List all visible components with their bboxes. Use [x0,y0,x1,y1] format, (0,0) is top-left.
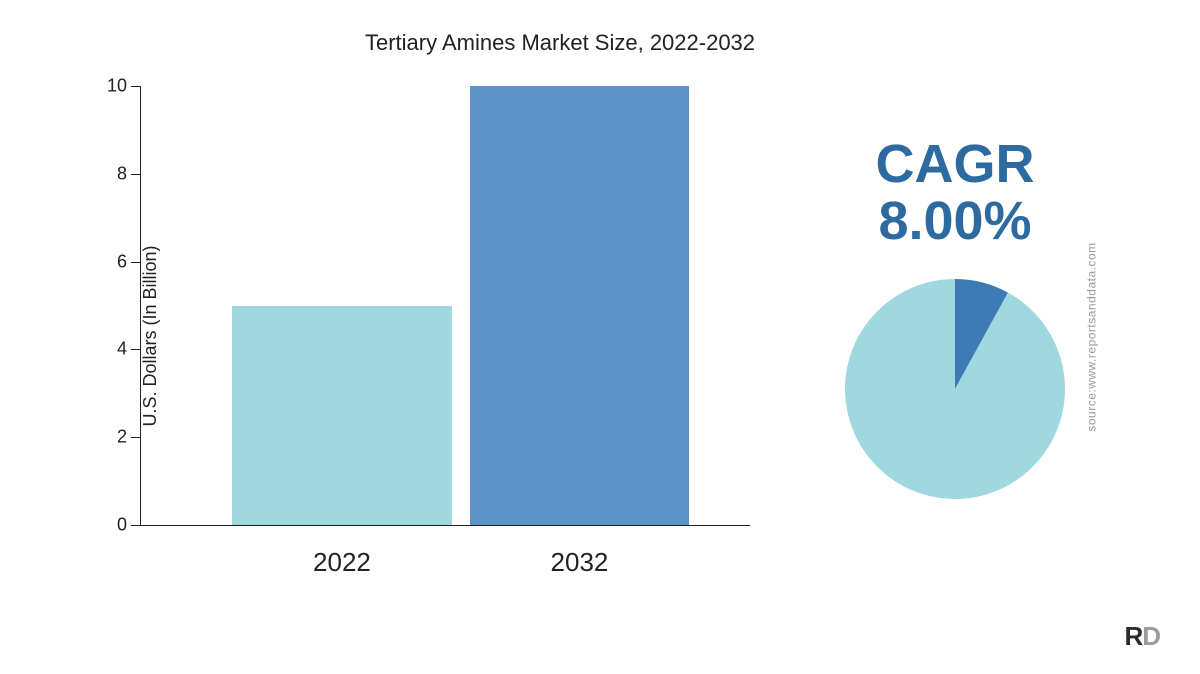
bar [470,86,689,525]
bar-chart-area: U.S. Dollars (In Billion) 02468102022203… [110,66,750,606]
y-tick-label: 2 [117,427,127,448]
cagr-label: CAGR [876,136,1035,193]
y-tick [131,174,141,175]
y-tick-label: 0 [117,515,127,536]
chart-title: Tertiary Amines Market Size, 2022-2032 [0,30,1160,56]
bar-chart-plot: 024681020222032 [140,86,750,526]
logo-r: R [1124,621,1142,651]
cagr-value: 8.00% [878,193,1031,250]
y-tick [131,349,141,350]
pie-slice [845,279,1065,499]
logo-d: D [1142,621,1160,651]
logo: RD [1124,621,1160,652]
y-tick [131,86,141,87]
y-tick [131,262,141,263]
pie-svg [845,279,1065,499]
x-tick-label: 2032 [551,547,609,578]
y-tick-label: 4 [117,339,127,360]
y-tick [131,525,141,526]
y-tick [131,437,141,438]
y-tick-label: 6 [117,251,127,272]
chart-container: Tertiary Amines Market Size, 2022-2032 U… [0,0,1200,674]
pie-chart [845,279,1065,499]
source-text: source:www.reportsanddata.com [1084,242,1098,431]
content-row: U.S. Dollars (In Billion) 02468102022203… [40,66,1160,606]
bar [232,306,451,526]
y-tick-label: 8 [117,163,127,184]
x-tick-label: 2022 [313,547,371,578]
y-tick-label: 10 [107,76,127,97]
